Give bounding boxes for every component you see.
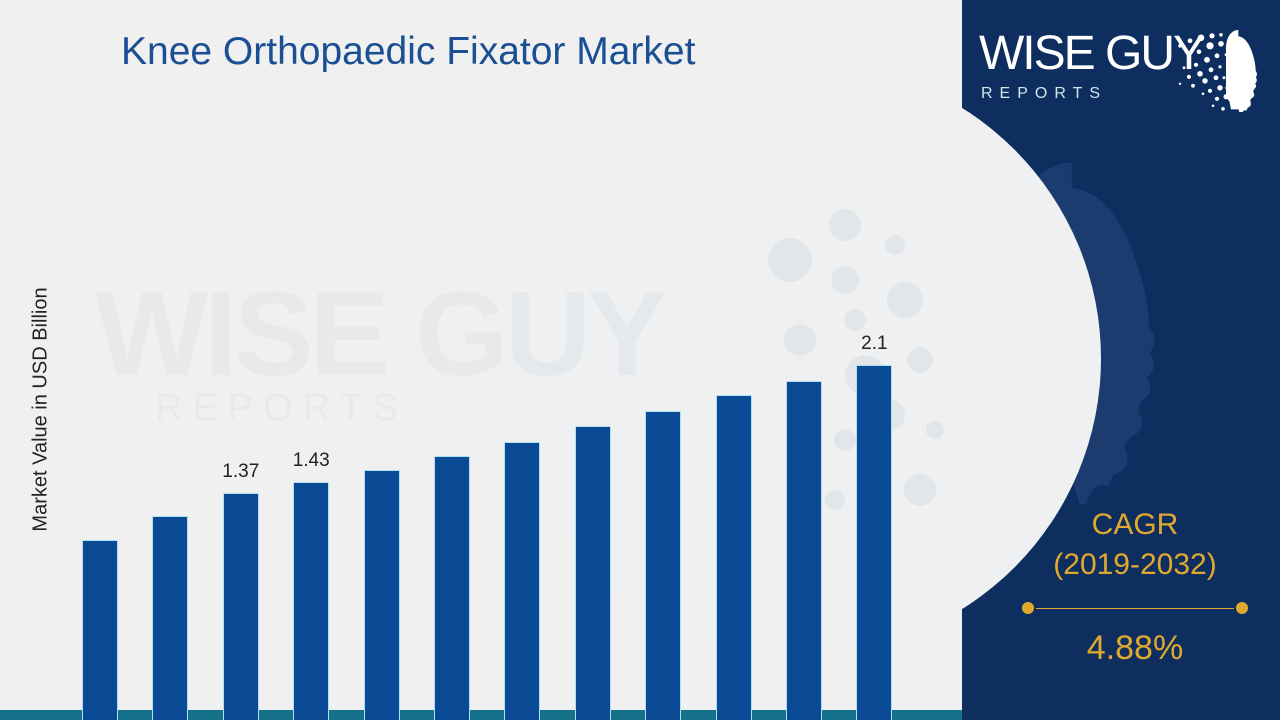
- svg-text:REPORTS: REPORTS: [981, 85, 1107, 102]
- svg-text:REPORTS: REPORTS: [155, 387, 408, 429]
- svg-text:WISE GUY: WISE GUY: [979, 27, 1204, 80]
- svg-text:WISE GUY: WISE GUY: [95, 267, 666, 401]
